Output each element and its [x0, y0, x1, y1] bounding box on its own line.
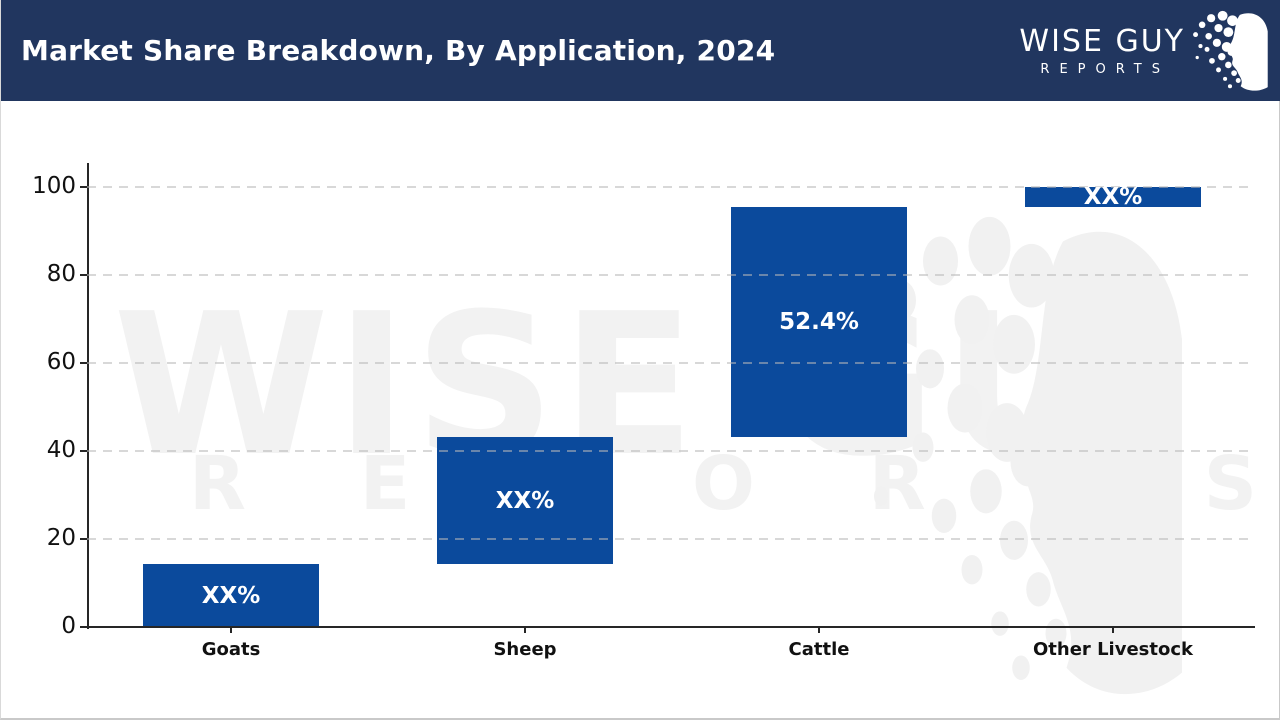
- y-axis-line: [87, 163, 89, 629]
- gridline-60: [87, 362, 1255, 364]
- y-tick-label: 80: [46, 261, 76, 287]
- wiseguy-logo: WISE GUY REPORTS: [1019, 5, 1271, 97]
- bar-other-livestock: [1025, 187, 1201, 207]
- x-category-label: Goats: [201, 639, 261, 660]
- x-axis-line: [87, 626, 1255, 628]
- x-tick-mark: [818, 627, 820, 633]
- y-tick-label: 60: [46, 349, 76, 375]
- chart-title: Market Share Breakdown, By Application, …: [21, 34, 776, 67]
- y-tick-label: 40: [46, 437, 76, 463]
- y-tick-mark: [80, 274, 88, 276]
- x-tick-mark: [230, 627, 232, 633]
- header-bar: Market Share Breakdown, By Application, …: [1, 0, 1280, 101]
- y-tick-label: 0: [61, 613, 76, 639]
- y-tick-mark: [80, 626, 88, 628]
- chart-plot-area: 0 20 40 60 80 100 XX% Goats XX% Sheep 52.4% Cattle…: [1, 101, 1280, 720]
- bar-value-label: XX%: [1083, 183, 1143, 210]
- logo-text: WISE GUY REPORTS: [1019, 24, 1185, 77]
- bar-value-label: XX%: [495, 487, 555, 514]
- x-category-label: Sheep: [493, 639, 557, 660]
- bar-cattle: [731, 206, 907, 438]
- bar-sheep: [437, 437, 613, 565]
- y-tick-mark: [80, 362, 88, 364]
- x-category-label: Other Livestock: [1033, 639, 1193, 660]
- logo-reports-label: REPORTS: [1040, 62, 1171, 77]
- x-tick-mark: [1112, 627, 1114, 633]
- bar-value-label: XX%: [201, 582, 261, 609]
- gridline-100: [87, 186, 1255, 188]
- gridline-20: [87, 538, 1255, 540]
- y-tick-mark: [80, 186, 88, 188]
- y-tick-mark: [80, 538, 88, 540]
- gridline-80: [87, 274, 1255, 276]
- gridline-40: [87, 450, 1255, 452]
- bar-value-label: 52.4%: [779, 309, 859, 336]
- logo-wiseguy-label: WISE GUY: [1019, 24, 1185, 59]
- logo-head-dots-icon: [1193, 10, 1268, 91]
- x-category-label: Cattle: [788, 639, 850, 660]
- y-tick-mark: [80, 450, 88, 452]
- x-tick-mark: [524, 627, 526, 633]
- y-tick-label: 100: [32, 173, 76, 199]
- bar-goats: [143, 564, 319, 627]
- y-tick-label: 20: [46, 525, 76, 551]
